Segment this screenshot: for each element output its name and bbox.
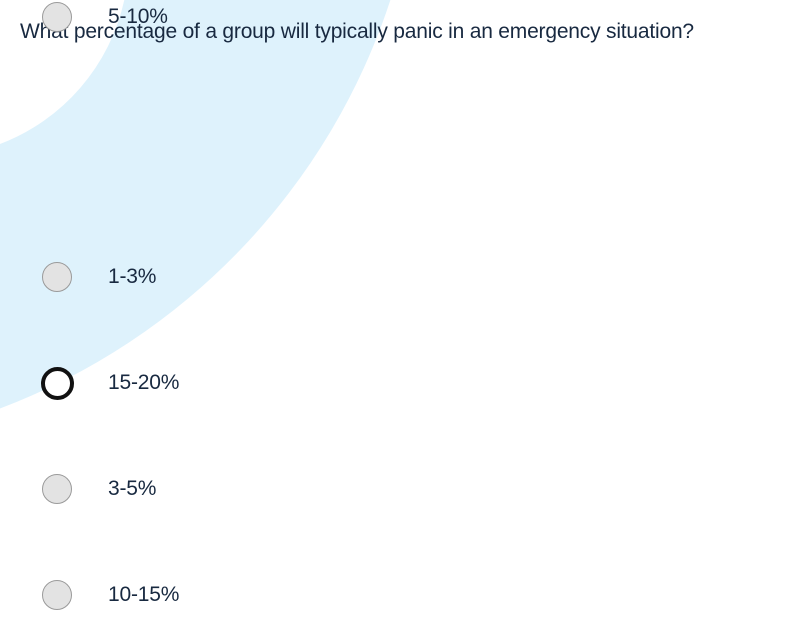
option-label: 3-5%: [108, 477, 157, 500]
option-label: 5-10%: [108, 5, 168, 28]
answer-option-row[interactable]: 15-20%: [40, 366, 180, 400]
option-label: 10-15%: [108, 583, 180, 606]
answer-option-row[interactable]: 5-10%: [42, 0, 168, 34]
answer-option-row[interactable]: 3-5%: [42, 472, 156, 506]
radio-button[interactable]: [42, 262, 72, 292]
radio-button[interactable]: [42, 474, 72, 504]
option-label: 1-3%: [108, 265, 157, 288]
answer-option-row[interactable]: 10-15%: [42, 578, 179, 612]
answer-option-row[interactable]: 1-3%: [42, 260, 156, 294]
radio-button[interactable]: [42, 580, 72, 610]
radio-button[interactable]: [40, 366, 74, 400]
question-text: What percentage of a group will typicall…: [20, 20, 694, 43]
option-label: 15-20%: [108, 371, 180, 394]
arc-band-shape: [0, 0, 391, 409]
radio-button[interactable]: [42, 2, 72, 32]
